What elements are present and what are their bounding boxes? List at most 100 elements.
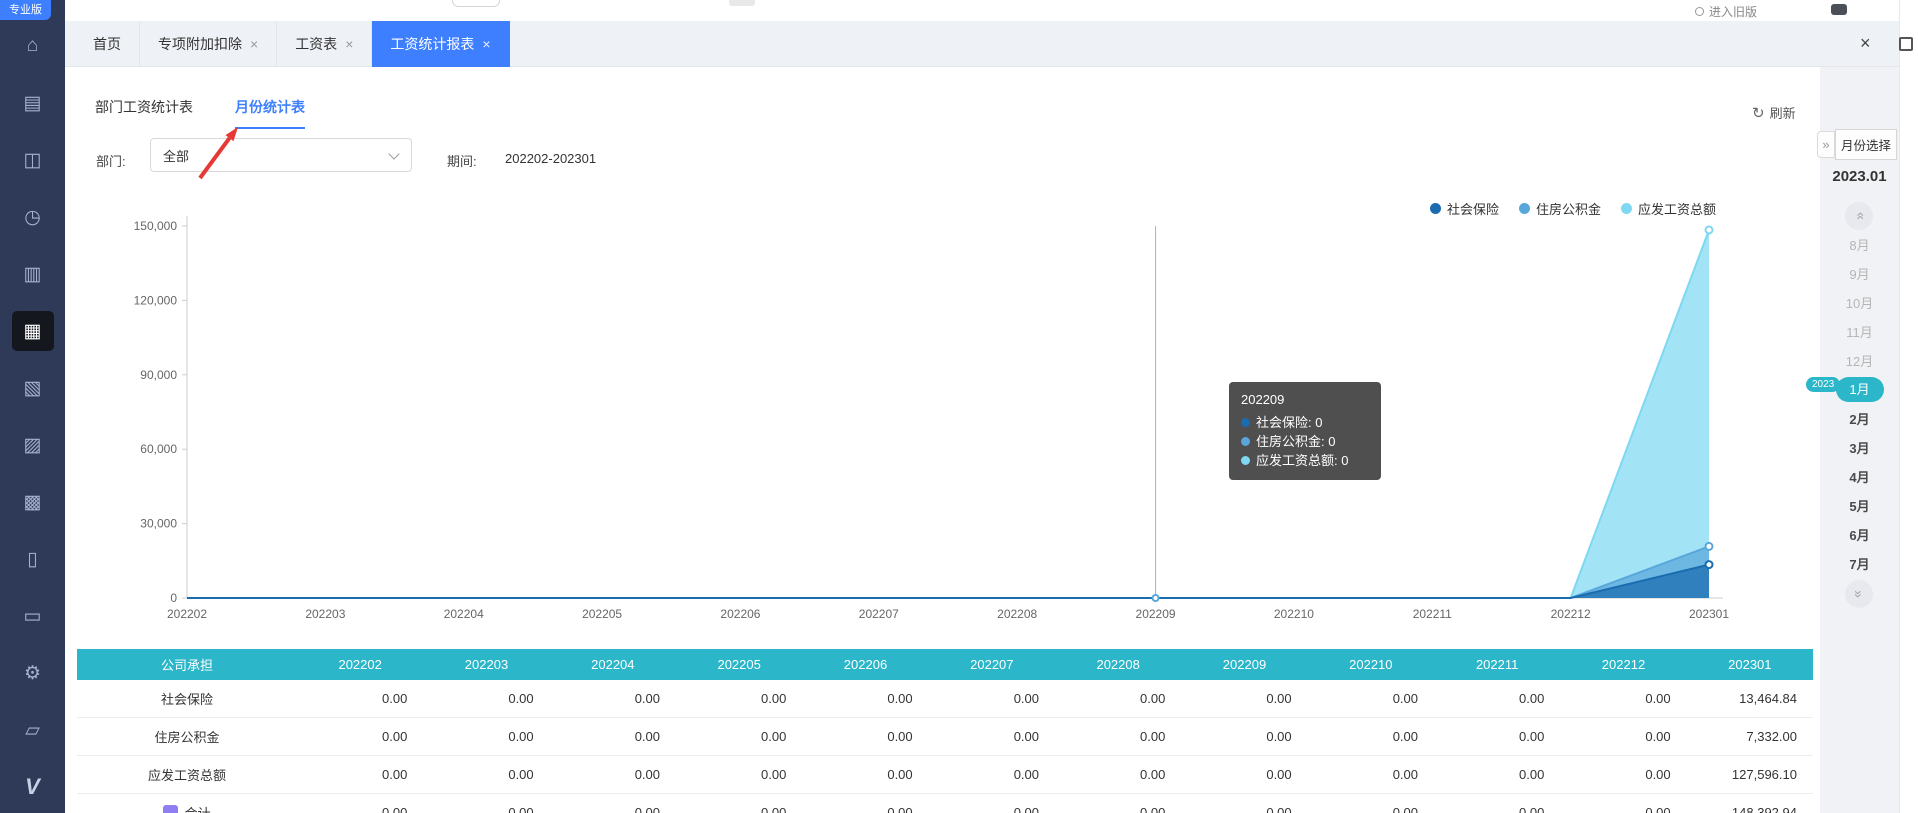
- month-item-10月[interactable]: 10月: [1845, 296, 1874, 311]
- row-label-text: 社会保险: [160, 692, 213, 707]
- tab-bar: 首页 专项附加扣除 × 工资表 × 工资统计报表 ×: [65, 21, 1899, 67]
- month-item-4月[interactable]: 4月: [1849, 470, 1870, 485]
- table-cell: 0.00: [508, 805, 534, 813]
- checkout-icon[interactable]: ▱: [25, 719, 40, 741]
- legend-dot: [1429, 203, 1441, 214]
- header-cell: 202209: [1222, 657, 1267, 672]
- settings-icon[interactable]: ⚙: [23, 662, 42, 684]
- edition-badge: 专业版: [0, 0, 51, 20]
- table-cell: 0.00: [1013, 729, 1039, 744]
- x-axis-label: 202206: [720, 607, 760, 621]
- chart-svg[interactable]: 0 30,000 60,000 90,000 120,000 150,000 202202 2…: [90, 190, 1820, 640]
- panel-collapse-icon[interactable]: »: [1817, 131, 1835, 158]
- table-cell: 0.00: [508, 729, 534, 744]
- month-item-11月[interactable]: 11月: [1846, 325, 1873, 340]
- tab-工资统计报表[interactable]: 工资统计报表 ×: [372, 21, 510, 67]
- brand-logo-icon[interactable]: V: [25, 774, 40, 799]
- table-cell: 0.00: [1140, 767, 1166, 782]
- x-axis-label: 202210: [1274, 607, 1314, 621]
- table-cell: 0.00: [1266, 691, 1292, 706]
- table-cell: 0.00: [1645, 691, 1671, 706]
- double-chevron-up-icon: »: [1850, 212, 1867, 220]
- inventory-icon[interactable]: ▨: [23, 434, 42, 456]
- month-item-9月[interactable]: 9月: [1849, 267, 1870, 282]
- home-icon[interactable]: ⌂: [26, 35, 39, 56]
- area-series-住房公积金: [187, 546, 1709, 598]
- tab-close-icon[interactable]: ×: [345, 36, 354, 52]
- month-item-7月[interactable]: 7月: [1849, 557, 1870, 572]
- month-item-5月[interactable]: 5月: [1849, 499, 1870, 514]
- y-axis-label: 0: [170, 591, 177, 605]
- table-header-row: 公司承担 202202 202203 202204 202205 202206 202207…: [77, 649, 1813, 680]
- header-cell: 202203: [464, 657, 509, 672]
- header-cell: 202301: [1728, 657, 1772, 672]
- month-item-8月[interactable]: 8月: [1849, 238, 1870, 253]
- table-row: 合计 0.00 0.00 0.00 0.00 0.00 0.00 0.00 0.00 0.00 0.…: [77, 794, 1813, 813]
- month-item-2月[interactable]: 2月: [1849, 412, 1870, 427]
- dept-select[interactable]: 全部: [150, 138, 412, 172]
- table-cell: 0.00: [1140, 805, 1166, 813]
- subtab-月份统计表[interactable]: 月份统计表: [235, 97, 305, 129]
- table-cell: 0.00: [382, 691, 408, 706]
- series-end-marker: [1704, 541, 1714, 551]
- close-all-icon[interactable]: ×: [1860, 33, 1871, 53]
- old-version-link[interactable]: 进入旧版: [1695, 3, 1757, 20]
- contacts-icon[interactable]: ▭: [23, 605, 42, 627]
- fullscreen-icon[interactable]: [1899, 37, 1913, 51]
- reports-icon[interactable]: ◫: [23, 149, 42, 171]
- scrollbar[interactable]: [1899, 0, 1918, 813]
- subtab-部门工资统计表[interactable]: 部门工资统计表: [95, 99, 193, 115]
- table-cell: 148,392.94: [1731, 805, 1797, 813]
- legend-item-应发工资总额[interactable]: 应发工资总额: [1620, 199, 1716, 218]
- vouchers-icon[interactable]: ▤: [23, 92, 42, 114]
- scroll-months-down-button[interactable]: »: [1845, 580, 1873, 608]
- header-cell: 202208: [1096, 657, 1140, 672]
- row-label: 社会保险: [77, 689, 297, 708]
- tooltip-items: 社会保险: 0 住房公积金: 0 应发工资总额: 0: [1241, 413, 1369, 470]
- salary-report-icon[interactable]: ▦: [11, 311, 54, 351]
- table-cell: 0.00: [382, 767, 408, 782]
- month-item-12月[interactable]: 12月: [1845, 354, 1874, 369]
- month-item-6月[interactable]: 6月: [1849, 528, 1870, 543]
- y-axis-label: 60,000: [140, 442, 177, 456]
- legend-item-社会保险[interactable]: 社会保险: [1429, 199, 1499, 218]
- series-dot: [1241, 456, 1250, 465]
- bell-icon[interactable]: [1831, 4, 1847, 15]
- refresh-button[interactable]: ↻ 刷新: [1752, 103, 1796, 122]
- legend-label: 应发工资总额: [1637, 202, 1716, 217]
- month-item-3月[interactable]: 3月: [1849, 441, 1870, 456]
- chart-tooltip: 202209 社会保险: 0 住房公积金: 0 应发工资总额: 0: [1229, 382, 1381, 480]
- tooltip-item: 住房公积金: 0: [1241, 432, 1369, 451]
- double-chevron-down-icon: »: [1850, 590, 1867, 598]
- tab-首页[interactable]: 首页: [75, 21, 140, 67]
- total-row-icon: [163, 805, 179, 813]
- legend-dot: [1518, 203, 1530, 214]
- x-axis-label: 202209: [1136, 607, 1176, 621]
- tab-close-icon[interactable]: ×: [482, 36, 491, 52]
- table-row: 住房公积金 0.00 0.00 0.00 0.00 0.00 0.00 0.00 0.00 0.0…: [77, 718, 1813, 756]
- fixed-assets-icon[interactable]: ▧: [23, 377, 42, 399]
- tab-label: 工资统计报表: [390, 36, 475, 52]
- table-cell: 0.00: [1645, 767, 1671, 782]
- invoices-icon[interactable]: ▥: [23, 263, 42, 285]
- table-cell: 0.00: [1013, 805, 1039, 813]
- table-cell: 0.00: [1645, 729, 1671, 744]
- table-cell: 0.00: [1392, 767, 1418, 782]
- legend-item-住房公积金[interactable]: 住房公积金: [1518, 199, 1601, 218]
- tab-专项附加扣除[interactable]: 专项附加扣除 ×: [140, 21, 278, 67]
- dept-filter-label: 部门:: [96, 154, 126, 169]
- x-axis-label: 202202: [167, 607, 207, 621]
- header-cell: 202206: [843, 657, 888, 672]
- table-cell: 0.00: [1645, 805, 1671, 813]
- month-item-1月[interactable]: 1月: [1820, 375, 1899, 404]
- active-month-pill: 1月: [1835, 377, 1884, 402]
- tab-close-icon[interactable]: ×: [250, 36, 259, 52]
- cash-icon[interactable]: ▩: [23, 491, 42, 513]
- mobile-app-icon[interactable]: ▯: [27, 548, 38, 570]
- tab-工资表[interactable]: 工资表 ×: [277, 21, 373, 67]
- legend-label: 住房公积金: [1535, 202, 1601, 217]
- scroll-months-up-button[interactable]: »: [1845, 202, 1873, 230]
- month-side-panel: [1820, 67, 1899, 813]
- funds-icon[interactable]: ◷: [24, 206, 41, 228]
- tooltip-item-text: 社会保险: 0: [1256, 415, 1323, 430]
